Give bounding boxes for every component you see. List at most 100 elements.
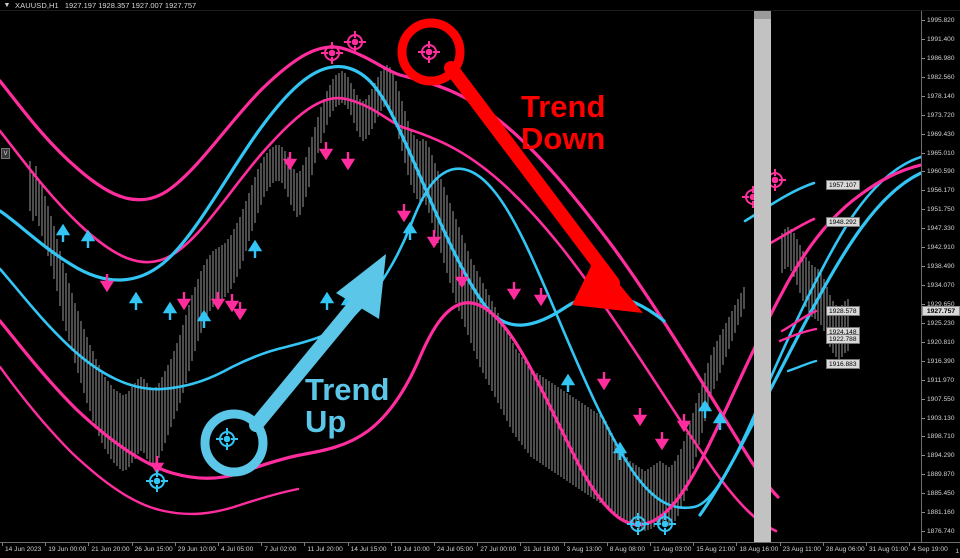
price-axis-tick-label: 1951.750 [927, 206, 955, 214]
price-axis-tick: 1991.400 [922, 35, 960, 44]
price-axis-tick-label: 1960.590 [927, 168, 955, 176]
time-axis-tick-label: 14 Jun 2023 [5, 546, 42, 553]
trend-up-label: Trend Up [305, 372, 390, 439]
price-axis-tick: 1978.140 [922, 92, 960, 101]
tag-1928-connector [780, 309, 818, 333]
tag-1916-connector [786, 359, 818, 373]
time-axis-tick-label: 4 Jul 05:00 [221, 546, 254, 553]
tick-dash [922, 20, 925, 21]
price-axis-tick: 1995.820 [922, 16, 960, 25]
time-axis-tick-label: 8 Aug 08:00 [609, 546, 645, 553]
price-axis-tick: 1885.450 [922, 489, 960, 498]
price-axis-tick: 1947.330 [922, 224, 960, 233]
chart-vertical-separator [754, 11, 771, 542]
price-axis-tick-label: 1942.910 [927, 244, 955, 252]
price-axis-tick-label: 1969.430 [927, 130, 955, 138]
upper-channel-line [0, 45, 780, 499]
tick-dash [922, 417, 925, 419]
chevron-down-icon[interactable]: ▼ [3, 1, 11, 9]
mid-channel-line [0, 64, 666, 327]
chart-canvas [0, 18, 921, 535]
price-axis-tick-label: 1903.130 [927, 414, 955, 422]
price-axis-tick-label: 1898.710 [927, 433, 955, 441]
chart-plot-area[interactable]: 1957.107 1948.292 1928.578 1924.148 1922… [0, 11, 921, 542]
time-axis-separator [563, 543, 565, 546]
time-axis[interactable]: 14 Jun 2023 19 Jun 00:00 21 Jun 20:00 26 Ju… [0, 542, 960, 558]
price-axis-tick-label: 1938.490 [927, 263, 955, 271]
price-axis[interactable]: 1927.757 1995.820 1991.400 1986.980 1982.56… [921, 11, 960, 542]
price-axis-tick: 1960.590 [922, 167, 960, 176]
time-axis-separator [131, 543, 133, 546]
tick-dash [922, 398, 925, 400]
tag-1957-connector [743, 181, 816, 223]
price-axis-tick-label: 1947.330 [927, 225, 955, 233]
trend-up-arrow [249, 254, 386, 432]
price-axis-tick: 1898.710 [922, 432, 960, 441]
lower-channel-line [0, 163, 921, 527]
lower-outer-line [0, 365, 300, 516]
time-axis-separator [304, 543, 306, 546]
price-axis-tick: 1942.910 [922, 243, 960, 252]
time-axis-separator [2, 543, 3, 546]
tick-dash [922, 209, 925, 211]
price-tag-1916: 1916.883 [826, 359, 860, 369]
tick-dash [922, 360, 925, 362]
price-axis-tick: 1969.430 [922, 130, 960, 139]
time-axis-tick-label: 24 Jul 05:00 [437, 546, 473, 553]
price-axis-tick: 1876.740 [922, 527, 960, 536]
price-tag-1928: 1928.578 [826, 306, 860, 316]
time-axis-separator [736, 543, 738, 546]
price-axis-tick: 1929.650 [922, 300, 960, 309]
marker-icon[interactable]: V [1, 148, 10, 159]
price-axis-tick-label: 1965.010 [927, 149, 955, 157]
candlestick-series [29, 65, 849, 531]
time-axis-tick-label: 31 Jul 18:00 [523, 546, 560, 553]
price-axis-tick: 1951.750 [922, 205, 960, 214]
price-axis-tick: 1973.720 [922, 111, 960, 120]
time-axis-separator [45, 543, 47, 546]
time-axis-separator [693, 543, 695, 546]
tick-dash [922, 512, 925, 514]
price-axis-tick-label: 1876.740 [927, 528, 955, 536]
time-axis-separator [606, 543, 608, 546]
time-axis-tick-label: 28 Aug 06:00 [825, 546, 865, 553]
symbol-timeframe-label: XAUUSD,H1 [15, 0, 59, 10]
tick-dash [922, 38, 925, 40]
buy-arrow-markers [55, 221, 728, 460]
tick-dash [922, 190, 925, 192]
chart-separator-handle[interactable] [754, 11, 771, 19]
price-axis-tick-label: 1973.720 [927, 111, 955, 119]
time-axis-tick-label: 31 Aug 01:00 [869, 546, 908, 553]
time-axis-separator [520, 543, 522, 546]
price-tag-1957: 1957.107 [826, 180, 860, 190]
time-axis-separator [650, 543, 651, 546]
time-axis-separator [88, 543, 90, 546]
price-axis-tick-label: 1885.450 [927, 490, 955, 498]
tick-dash [922, 95, 925, 97]
tick-dash [922, 436, 925, 438]
price-axis-tick: 1916.390 [922, 357, 960, 366]
tick-dash [922, 171, 925, 173]
time-axis-tick-label: 23 Aug 11:00 [782, 546, 821, 553]
tick-dash [922, 228, 925, 230]
upper-mid-line [0, 96, 778, 533]
time-axis-separator [347, 543, 349, 546]
tick-dash [922, 133, 925, 135]
price-axis-tick: 1911.970 [922, 376, 960, 385]
time-axis-tick-label: 15 Aug 21:00 [696, 546, 736, 553]
tick-dash [922, 493, 925, 495]
price-axis-tick: 1925.230 [922, 319, 960, 328]
price-axis-tick: 1889.870 [922, 470, 960, 479]
tick-dash [922, 322, 925, 324]
tick-dash [922, 266, 925, 268]
price-axis-tick-label: 1894.290 [927, 452, 955, 460]
price-axis-tick-label: 1911.970 [927, 376, 955, 384]
time-axis-separator [261, 543, 263, 546]
price-axis-tick-label: 1916.390 [927, 357, 955, 365]
time-axis-separator [866, 543, 867, 546]
price-axis-tick-label: 1925.230 [927, 319, 955, 327]
price-axis-tick-label: 1889.870 [927, 471, 955, 479]
time-axis-tick-label: 27 Jul 00:00 [480, 546, 517, 553]
tick-dash [922, 247, 925, 249]
